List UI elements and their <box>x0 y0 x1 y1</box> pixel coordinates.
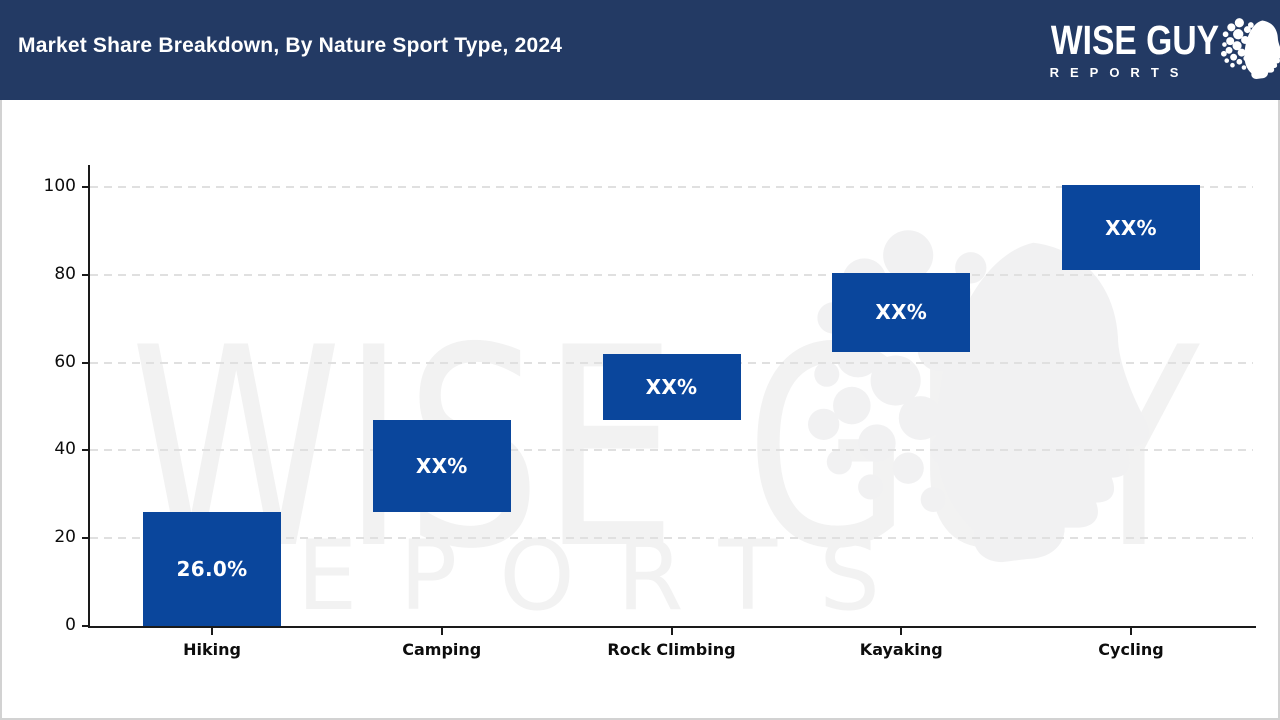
y-axis-tick <box>82 625 90 627</box>
y-axis-tick-label: 0 <box>65 615 76 635</box>
brand-name: WISE GUY <box>1050 17 1220 63</box>
brand-logo: WISE GUY REPORTS <box>1014 8 1264 92</box>
watermark-text-secondary: REPORTS <box>188 520 923 632</box>
y-axis-tick-label: 60 <box>54 351 76 372</box>
bar-cycling: XX% <box>1062 184 1200 271</box>
x-axis-tick <box>670 628 673 635</box>
y-axis-tick <box>82 361 90 364</box>
y-axis-line <box>88 165 90 628</box>
x-axis-category-label: Camping <box>402 640 482 659</box>
y-axis-tick-label: 80 <box>54 263 76 284</box>
y-axis-tick <box>82 186 90 188</box>
x-axis-tick <box>440 628 443 635</box>
y-axis-tick <box>82 449 90 452</box>
y-gridline <box>90 273 1253 276</box>
y-gridline <box>90 449 1253 452</box>
y-axis-tick-label: 100 <box>43 176 76 196</box>
bar-value-label: XX% <box>1105 215 1157 240</box>
brand-head-icon <box>1221 13 1280 87</box>
header-bar: Market Share Breakdown, By Nature Sport … <box>0 0 1280 100</box>
bar-kayaking: XX% <box>832 272 971 352</box>
x-axis-category-label: Cycling <box>1098 640 1164 659</box>
brand-logo-text: WISE GUY REPORTS <box>1014 17 1220 81</box>
x-axis-category-label: Hiking <box>183 640 241 659</box>
page-title: Market Share Breakdown, By Nature Sport … <box>18 34 563 57</box>
x-axis-tick <box>211 628 213 635</box>
bar-value-label: XX% <box>415 453 468 478</box>
y-gridline <box>90 186 1253 188</box>
bar-value-label: 26.0% <box>176 556 248 581</box>
bar-camping: XX% <box>372 419 511 512</box>
y-axis-tick <box>82 273 90 276</box>
chart-canvas: WISE GUY REPORTS 02040608010026.0%Hiking… <box>0 100 1280 720</box>
x-axis-category-label: Kayaking <box>859 640 943 659</box>
y-gridline <box>90 537 1253 540</box>
x-axis-line <box>88 626 1256 628</box>
y-axis-tick-label: 40 <box>54 439 76 460</box>
y-axis-tick-label: 20 <box>54 527 76 548</box>
x-axis-tick <box>1130 628 1132 635</box>
bar-value-label: XX% <box>645 374 698 399</box>
x-axis-category-label: Rock Climbing <box>607 640 736 659</box>
brand-subtitle: REPORTS <box>1049 65 1190 80</box>
bar-hiking: 26.0% <box>143 511 281 626</box>
y-axis-tick <box>82 537 90 540</box>
bar-rock-climbing: XX% <box>602 353 741 420</box>
bar-value-label: XX% <box>875 300 928 325</box>
x-axis-tick <box>900 628 903 635</box>
